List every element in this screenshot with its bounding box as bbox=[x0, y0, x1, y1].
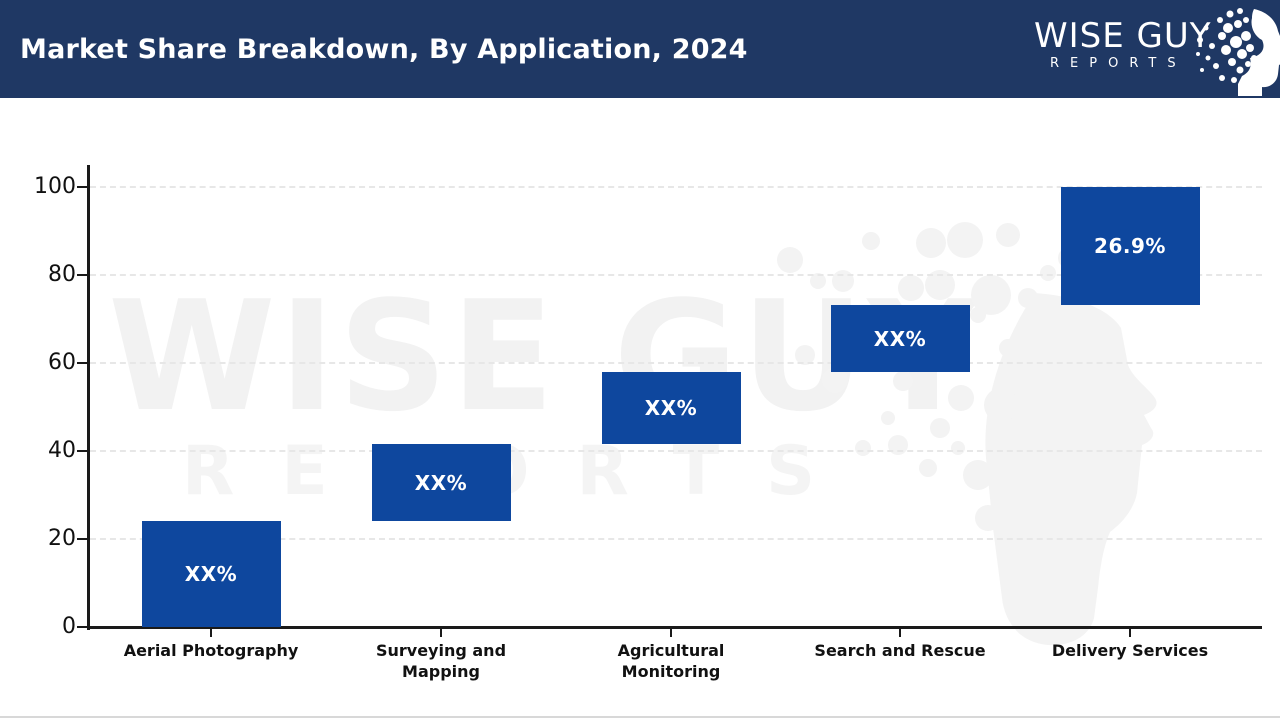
x-tick-label: Agricultural Monitoring bbox=[617, 641, 725, 681]
gridline bbox=[90, 362, 1262, 364]
watermark-head-icon bbox=[777, 222, 1157, 646]
x-tick-mark bbox=[440, 629, 442, 637]
bar-value-label: XX% bbox=[644, 396, 698, 421]
y-axis-line bbox=[87, 165, 90, 630]
y-tick-mark bbox=[77, 186, 87, 188]
y-tick-mark bbox=[77, 274, 87, 276]
y-tick-label: 0 bbox=[62, 614, 76, 639]
x-tick-label: Search and Rescue bbox=[814, 641, 986, 660]
page-title: Market Share Breakdown, By Application, … bbox=[20, 33, 748, 65]
y-tick-label: 60 bbox=[48, 350, 76, 375]
brand-logo: WISE GUY REPORTS bbox=[1024, 0, 1280, 98]
y-tick-label: 80 bbox=[48, 262, 76, 287]
y-tick-mark bbox=[77, 538, 87, 540]
x-tick-label: Surveying and Mapping bbox=[375, 641, 507, 681]
bottom-divider-line bbox=[0, 716, 1280, 718]
x-tick-mark bbox=[670, 629, 672, 637]
chart-area: WISE GUY REPORTS 0 20 40 60 80 100 XX% Aer bbox=[0, 98, 1280, 720]
x-tick-mark bbox=[899, 629, 901, 637]
x-tick-mark bbox=[210, 629, 212, 637]
x-tick-mark bbox=[1129, 629, 1131, 637]
logo-face-icon bbox=[1196, 8, 1280, 96]
bar: 26.9% bbox=[1060, 187, 1200, 306]
bar-value-label: XX% bbox=[184, 562, 238, 587]
bar-value-label: XX% bbox=[873, 326, 927, 351]
logo-wordmark-sub: REPORTS bbox=[1050, 56, 1187, 71]
logo-wordmark: WISE GUY bbox=[1034, 16, 1212, 56]
y-tick-mark bbox=[77, 626, 87, 628]
y-tick-mark bbox=[77, 362, 87, 364]
bar: XX% bbox=[601, 371, 741, 445]
gridline bbox=[90, 538, 1262, 540]
x-tick-label: Delivery Services bbox=[1051, 641, 1209, 660]
y-tick-label: 40 bbox=[48, 438, 76, 463]
bar: XX% bbox=[371, 444, 511, 522]
gridline bbox=[90, 274, 1262, 276]
bar: XX% bbox=[141, 521, 281, 627]
bar-value-label: 26.9% bbox=[1094, 234, 1166, 259]
bar-value-label: XX% bbox=[414, 470, 468, 495]
y-tick-label: 100 bbox=[34, 174, 76, 199]
header-bar: Market Share Breakdown, By Application, … bbox=[0, 0, 1280, 98]
bar: XX% bbox=[830, 305, 970, 372]
y-tick-mark bbox=[77, 450, 87, 452]
x-axis-line bbox=[87, 626, 1262, 629]
x-tick-label: Aerial Photography bbox=[123, 641, 299, 660]
y-tick-label: 20 bbox=[48, 526, 76, 551]
gridline bbox=[90, 450, 1262, 452]
gridline bbox=[90, 186, 1262, 188]
